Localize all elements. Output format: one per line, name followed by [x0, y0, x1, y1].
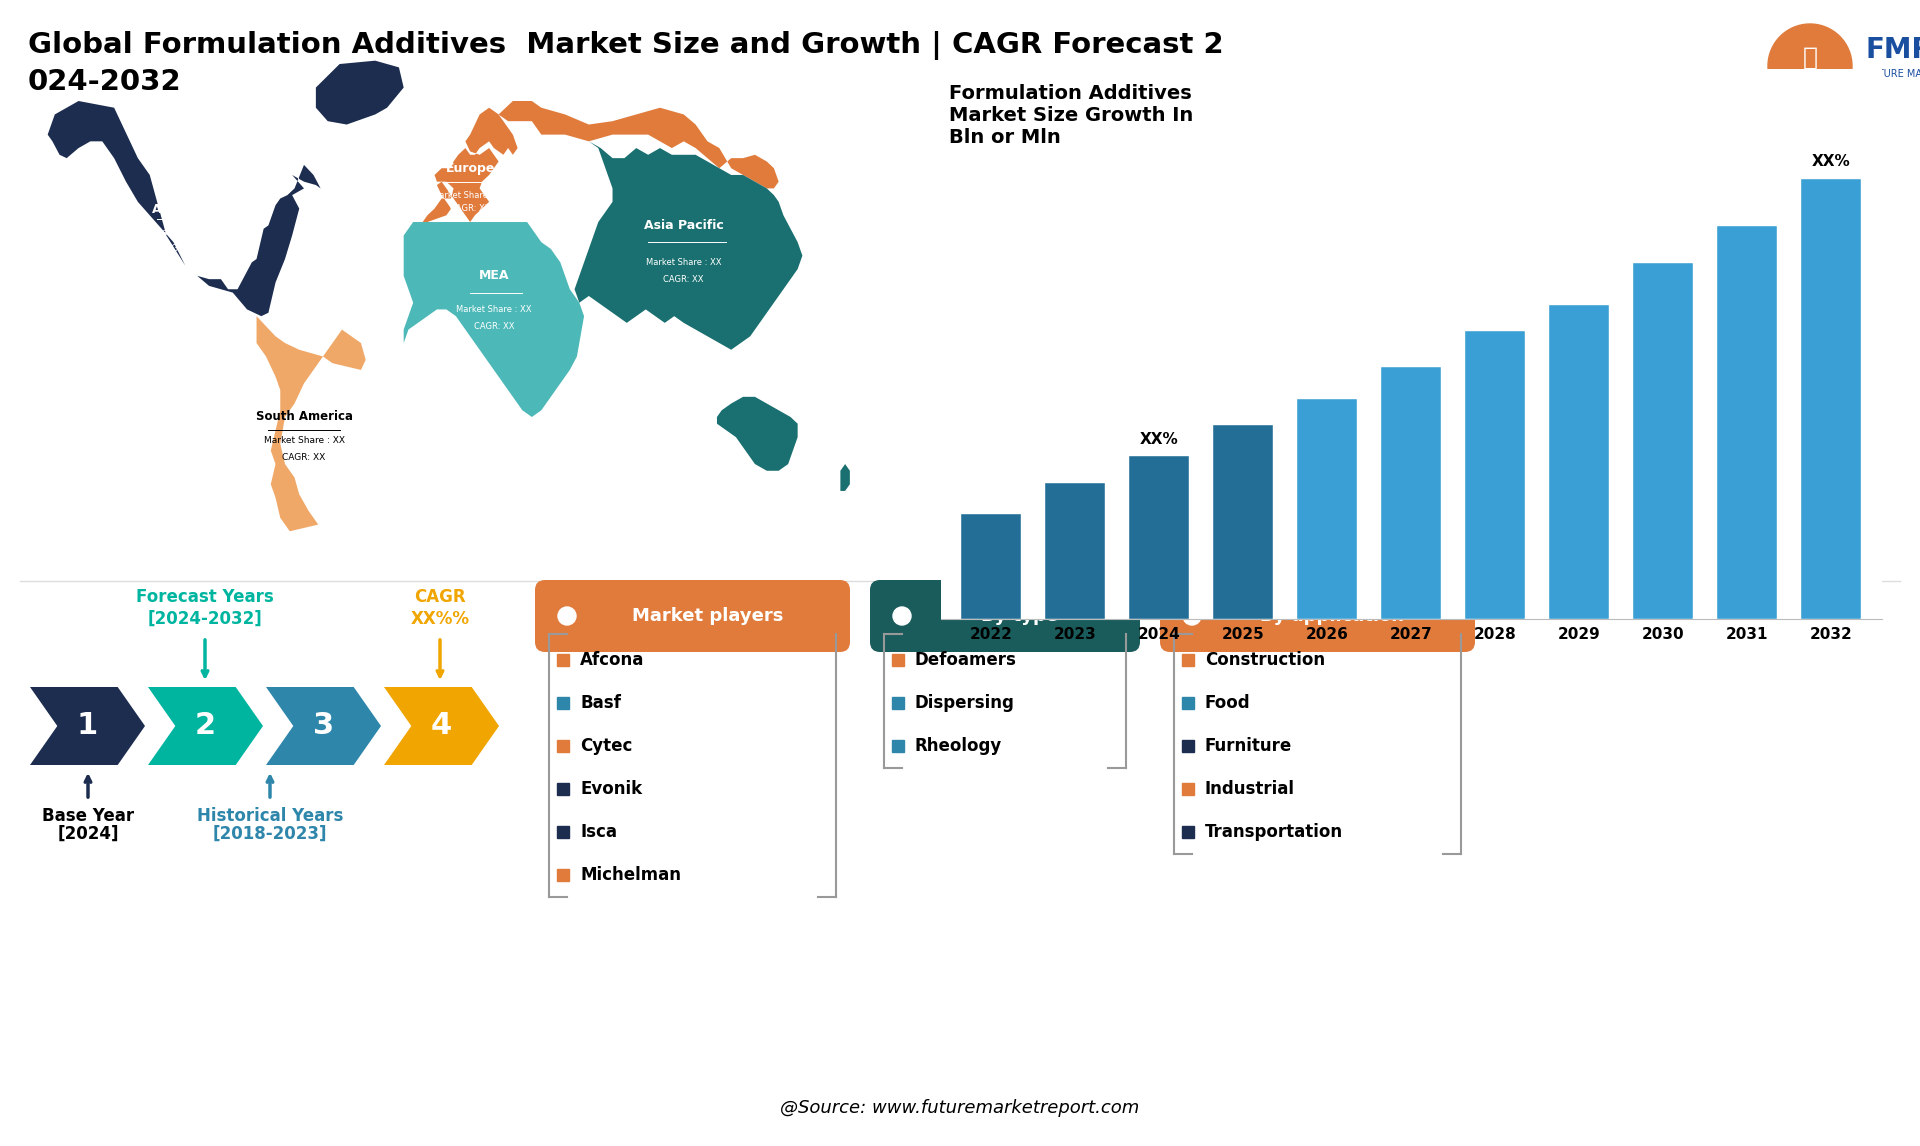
- Bar: [960, 515, 1021, 619]
- Text: 3: 3: [313, 712, 334, 740]
- Circle shape: [1183, 607, 1202, 625]
- Text: Cytec: Cytec: [580, 737, 632, 755]
- Text: Europe: Europe: [445, 162, 495, 174]
- Polygon shape: [267, 686, 380, 766]
- Text: Construction: Construction: [1206, 651, 1325, 669]
- Text: CAGR: CAGR: [415, 588, 467, 606]
- Text: XX%: XX%: [1812, 155, 1851, 170]
- Circle shape: [1768, 24, 1853, 108]
- Text: Basf: Basf: [580, 694, 620, 712]
- Text: Market Share : XX: Market Share : XX: [263, 435, 344, 445]
- Text: 4: 4: [430, 712, 451, 740]
- Text: 1: 1: [77, 712, 98, 740]
- Text: Dispersing: Dispersing: [916, 694, 1016, 712]
- FancyBboxPatch shape: [1160, 580, 1475, 652]
- Text: [2024]: [2024]: [58, 825, 119, 843]
- Text: 2: 2: [196, 712, 217, 740]
- Circle shape: [893, 607, 910, 625]
- Text: Market Share : XX: Market Share : XX: [140, 228, 221, 236]
- Bar: [1801, 179, 1862, 619]
- Bar: [1632, 262, 1693, 619]
- Text: FMR: FMR: [1864, 36, 1920, 64]
- Text: XX%: XX%: [1140, 432, 1179, 447]
- Text: CAGR: XX: CAGR: XX: [282, 453, 326, 462]
- Bar: [1213, 425, 1273, 619]
- Polygon shape: [841, 464, 851, 490]
- Polygon shape: [48, 101, 321, 316]
- Text: Afcona: Afcona: [580, 651, 645, 669]
- Text: 👤: 👤: [1803, 46, 1818, 70]
- Bar: [1549, 305, 1609, 619]
- Text: Isca: Isca: [580, 823, 616, 841]
- Text: 024-2032: 024-2032: [29, 68, 182, 96]
- Bar: [1129, 456, 1190, 619]
- Text: Forecast Years: Forecast Years: [136, 588, 275, 606]
- Polygon shape: [403, 222, 584, 417]
- Polygon shape: [422, 108, 518, 222]
- Circle shape: [559, 607, 576, 625]
- Bar: [1298, 399, 1357, 619]
- Polygon shape: [716, 397, 797, 471]
- FancyBboxPatch shape: [536, 580, 851, 652]
- Bar: [1044, 482, 1106, 619]
- Text: North
America: North America: [152, 188, 209, 215]
- FancyBboxPatch shape: [870, 580, 1140, 652]
- Polygon shape: [574, 141, 803, 350]
- Polygon shape: [257, 316, 365, 532]
- Text: Historical Years: Historical Years: [198, 807, 344, 825]
- Polygon shape: [31, 686, 146, 766]
- Bar: [1716, 226, 1778, 619]
- Text: Market Share : XX: Market Share : XX: [432, 190, 509, 199]
- Polygon shape: [148, 686, 263, 766]
- Text: Transportation: Transportation: [1206, 823, 1344, 841]
- Bar: [1380, 368, 1442, 619]
- Text: [2024-2032]: [2024-2032]: [148, 610, 263, 628]
- Text: CAGR: XX: CAGR: XX: [159, 244, 202, 253]
- Text: Global Formulation Additives  Market Size and Growth | CAGR Forecast 2: Global Formulation Additives Market Size…: [29, 31, 1223, 60]
- Text: CAGR: XX: CAGR: XX: [664, 275, 705, 284]
- Text: CAGR: XX: CAGR: XX: [449, 204, 490, 213]
- Text: Market players: Market players: [632, 607, 783, 625]
- Text: Market Share : XX: Market Share : XX: [645, 258, 722, 267]
- Polygon shape: [384, 686, 499, 766]
- Text: MEA: MEA: [478, 269, 509, 282]
- Text: XX%%: XX%%: [411, 610, 470, 628]
- Text: Industrial: Industrial: [1206, 780, 1294, 798]
- Text: By type: By type: [981, 607, 1058, 625]
- Text: [2018-2023]: [2018-2023]: [213, 825, 326, 843]
- Text: CAGR: XX: CAGR: XX: [474, 322, 515, 331]
- Polygon shape: [499, 101, 780, 188]
- Bar: [1465, 331, 1524, 619]
- Text: Michelman: Michelman: [580, 866, 682, 884]
- Text: Rheology: Rheology: [916, 737, 1002, 755]
- Text: South America: South America: [255, 410, 353, 424]
- Polygon shape: [317, 61, 403, 125]
- Text: Asia Pacific: Asia Pacific: [643, 219, 724, 231]
- Text: FUTURE MARKET REPORT: FUTURE MARKET REPORT: [1864, 69, 1920, 79]
- Text: Defoamers: Defoamers: [916, 651, 1018, 669]
- Text: Evonik: Evonik: [580, 780, 641, 798]
- Text: Food: Food: [1206, 694, 1250, 712]
- Text: Furniture: Furniture: [1206, 737, 1292, 755]
- Text: Formulation Additives
Market Size Growth In
Bln or Mln: Formulation Additives Market Size Growth…: [948, 85, 1194, 148]
- Text: @Source: www.futuremarketreport.com: @Source: www.futuremarketreport.com: [780, 1099, 1140, 1117]
- Text: By application: By application: [1261, 607, 1405, 625]
- Text: Market Share : XX: Market Share : XX: [457, 305, 532, 314]
- Text: Base Year: Base Year: [42, 807, 134, 825]
